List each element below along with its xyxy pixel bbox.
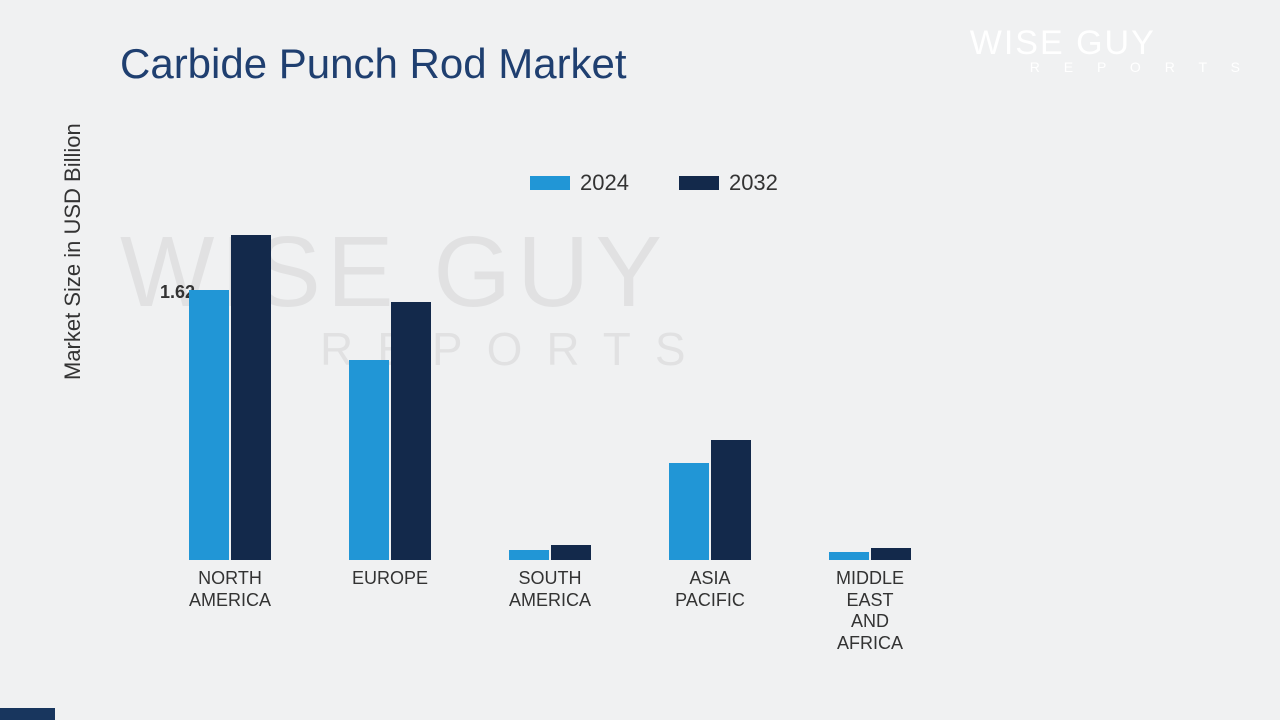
chart-canvas: WISE GUY R E P O R T S Carbide Punch Rod…: [0, 0, 1280, 720]
bar-group: [810, 548, 930, 560]
legend-swatch: [679, 176, 719, 190]
bar: [711, 440, 751, 560]
legend-label: 2032: [729, 170, 778, 196]
bar: [669, 463, 709, 560]
plot-area: 1.62 NORTHAMERICAEUROPESOUTHAMERICAASIAP…: [140, 210, 940, 560]
x-tick-label: MIDDLEEASTANDAFRICA: [810, 568, 930, 654]
y-axis-label: Market Size in USD Billion: [60, 123, 86, 380]
x-tick-label: NORTHAMERICA: [170, 568, 290, 611]
legend-swatch: [530, 176, 570, 190]
bar-group: [170, 235, 290, 560]
bottom-accent-bar: [0, 708, 55, 720]
brand-logo: WISE GUY R E P O R T S: [970, 24, 1250, 75]
x-tick-label: ASIAPACIFIC: [650, 568, 770, 611]
x-tick-label: SOUTHAMERICA: [490, 568, 610, 611]
bar: [829, 552, 869, 560]
chart-area: Market Size in USD Billion 20242032 1.62…: [100, 170, 940, 650]
chart-title: Carbide Punch Rod Market: [120, 40, 627, 88]
legend-item: 2024: [530, 170, 629, 196]
logo-line1: WISE GUY: [970, 24, 1250, 63]
bar-group: [330, 302, 450, 560]
legend-label: 2024: [580, 170, 629, 196]
x-tick-label: EUROPE: [330, 568, 450, 590]
bar-group: [650, 440, 770, 560]
bar: [551, 545, 591, 560]
bar: [189, 290, 229, 560]
bar: [349, 360, 389, 560]
logo-line2: R E P O R T S: [1030, 59, 1250, 75]
bar: [391, 302, 431, 560]
bar: [871, 548, 911, 560]
legend: 2024 2032: [530, 170, 778, 196]
bar: [509, 550, 549, 560]
bar: [231, 235, 271, 560]
bar-group: [490, 545, 610, 560]
legend-item: 2032: [679, 170, 778, 196]
